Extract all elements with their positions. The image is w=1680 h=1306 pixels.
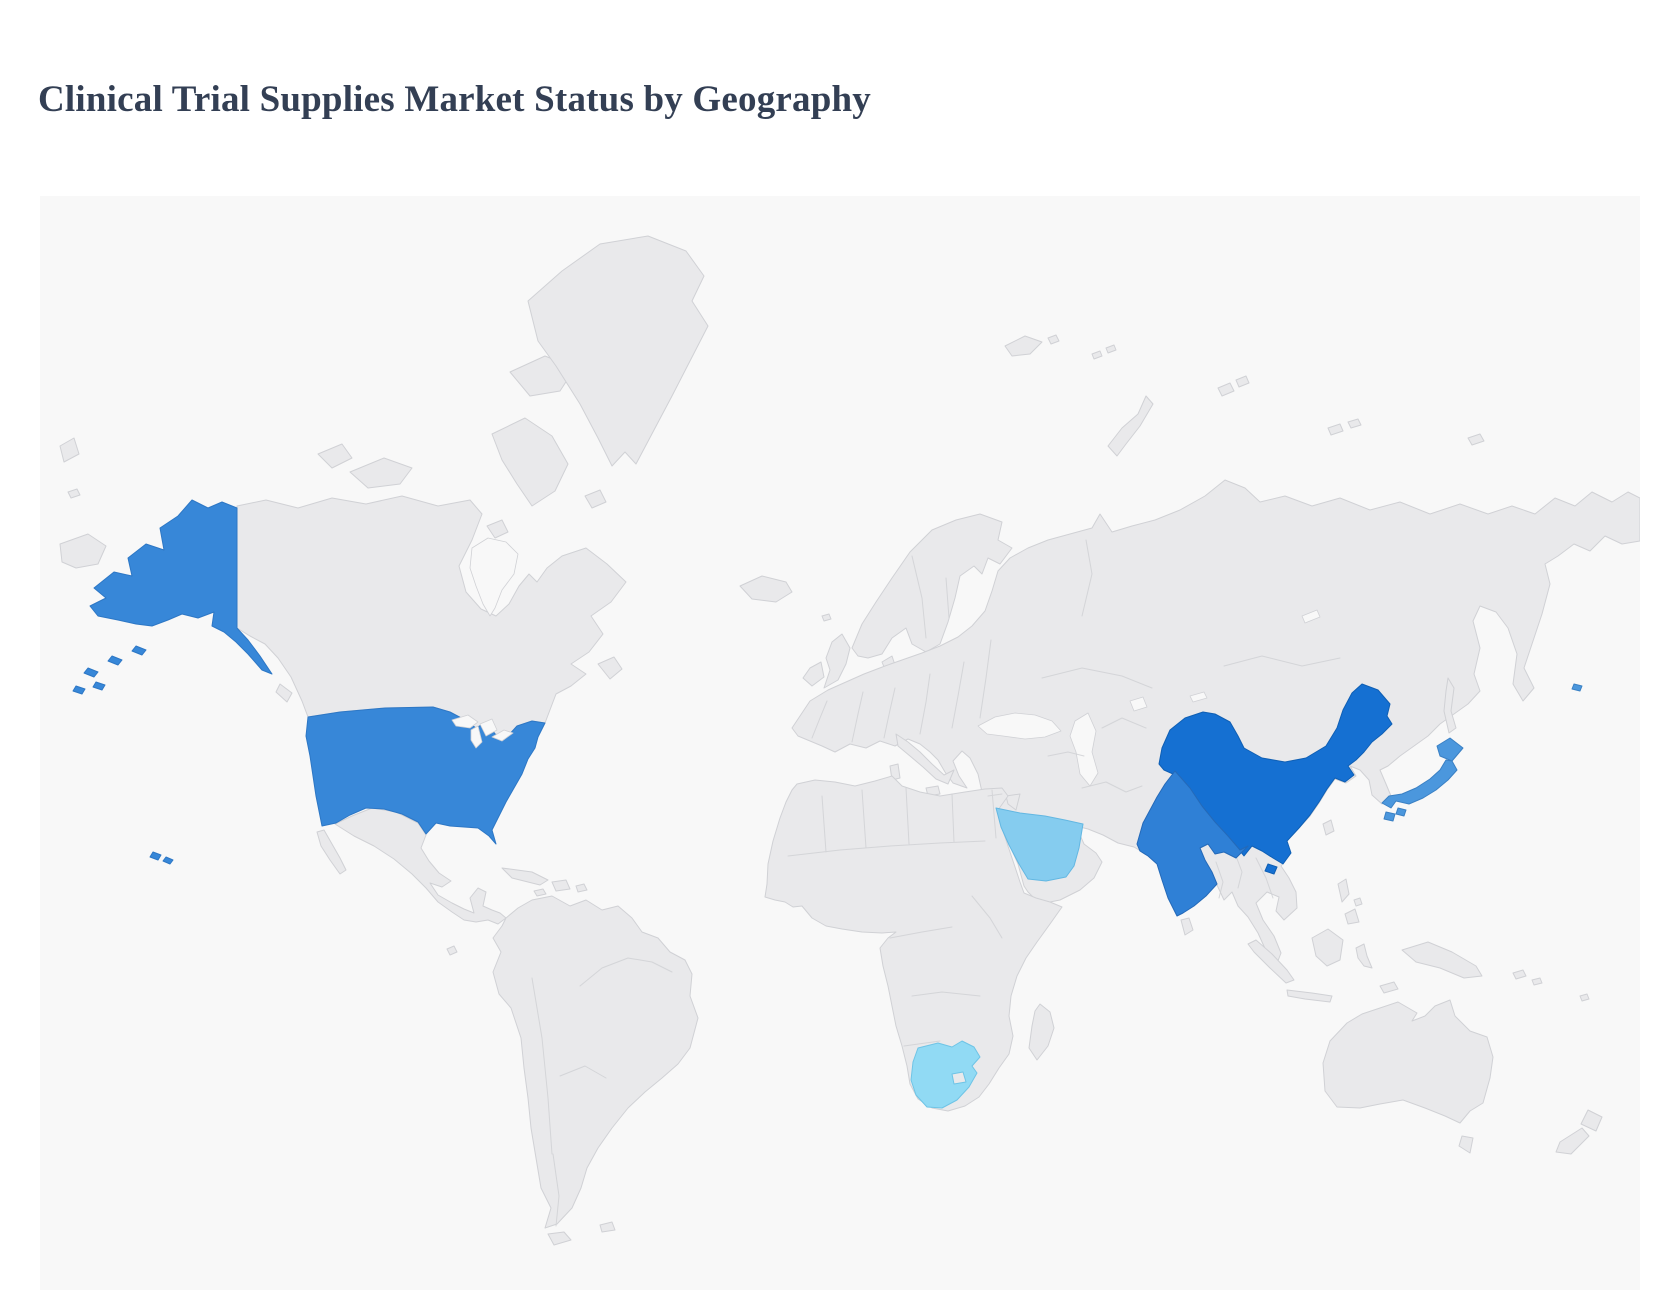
saudi-arabia-shape[interactable] <box>995 807 1084 882</box>
japan-remote-island[interactable] <box>1571 683 1583 692</box>
hudson-bay <box>469 537 519 617</box>
country-japan[interactable] <box>1381 683 1583 822</box>
landmass-sri-lanka <box>1180 917 1194 936</box>
black-sea <box>977 712 1062 740</box>
lake-huron <box>479 718 498 737</box>
japan-hokkaido[interactable] <box>1436 737 1464 762</box>
landmass-layer <box>59 235 1640 1246</box>
india-mainland[interactable] <box>1136 770 1249 917</box>
landmass-chukotka-fragments <box>59 437 107 569</box>
landmass-newfoundland <box>597 656 623 680</box>
landmass-vancouver-island <box>275 683 293 703</box>
landmass-greenland <box>527 235 709 467</box>
landmass-russian-arctic-islands <box>1004 334 1485 457</box>
landmass-tierra-del-fuego <box>446 945 616 1246</box>
china-hainan[interactable] <box>1264 863 1278 875</box>
landmass-british-isles <box>802 633 851 689</box>
country-south-africa[interactable] <box>910 1040 981 1109</box>
inland-seas-layer <box>469 537 1321 787</box>
landmass-pacific-islands <box>1512 969 1590 1002</box>
usa-aleutian-islands[interactable] <box>72 645 147 695</box>
lake-balkhash <box>1189 691 1208 703</box>
landmass-sinai <box>1005 793 1021 811</box>
south-africa-shape[interactable] <box>910 1040 981 1109</box>
landmass-sakhalin <box>1443 677 1457 734</box>
lake-erie-ontario <box>491 729 514 742</box>
country-saudi-arabia[interactable] <box>995 807 1084 882</box>
landmass-iceland <box>739 575 832 622</box>
landmass-madagascar <box>1028 1003 1055 1061</box>
usa-alaska[interactable] <box>89 499 273 675</box>
lake-superior <box>451 714 479 729</box>
landmass-australia <box>1322 999 1494 1154</box>
country-united-states[interactable] <box>72 499 546 865</box>
landmass-italy <box>889 733 955 797</box>
japan-kyushu-shikoku[interactable] <box>1383 807 1407 822</box>
landmass-mexico-central-america <box>334 807 507 925</box>
country-india[interactable] <box>1136 770 1249 917</box>
landmass-baja-california <box>316 829 347 875</box>
landmass-taiwan <box>1322 819 1335 836</box>
great-lakes-layer <box>451 714 514 749</box>
landmass-new-guinea <box>1401 941 1483 979</box>
page-title: Clinical Trial Supplies Market Status by… <box>38 79 871 120</box>
landmass-new-zealand <box>1555 1109 1603 1155</box>
world-map <box>40 196 1640 1290</box>
landmass-indonesia <box>1247 928 1399 1003</box>
usa-hawaii[interactable] <box>149 851 174 865</box>
landmass-philippines <box>1337 878 1363 925</box>
lake-michigan <box>470 725 483 749</box>
caspian-sea <box>1069 712 1099 787</box>
japan-honshu[interactable] <box>1381 759 1458 809</box>
landmass-africa <box>764 775 1063 1112</box>
world-map-panel <box>40 196 1640 1290</box>
landmass-south-america <box>492 895 699 1229</box>
country-borders-layer <box>531 539 1341 1227</box>
usa-mainland[interactable] <box>305 706 546 845</box>
landmass-caribbean-islands <box>501 867 588 897</box>
lake-baikal <box>1301 609 1321 624</box>
aral-sea <box>1129 696 1148 712</box>
